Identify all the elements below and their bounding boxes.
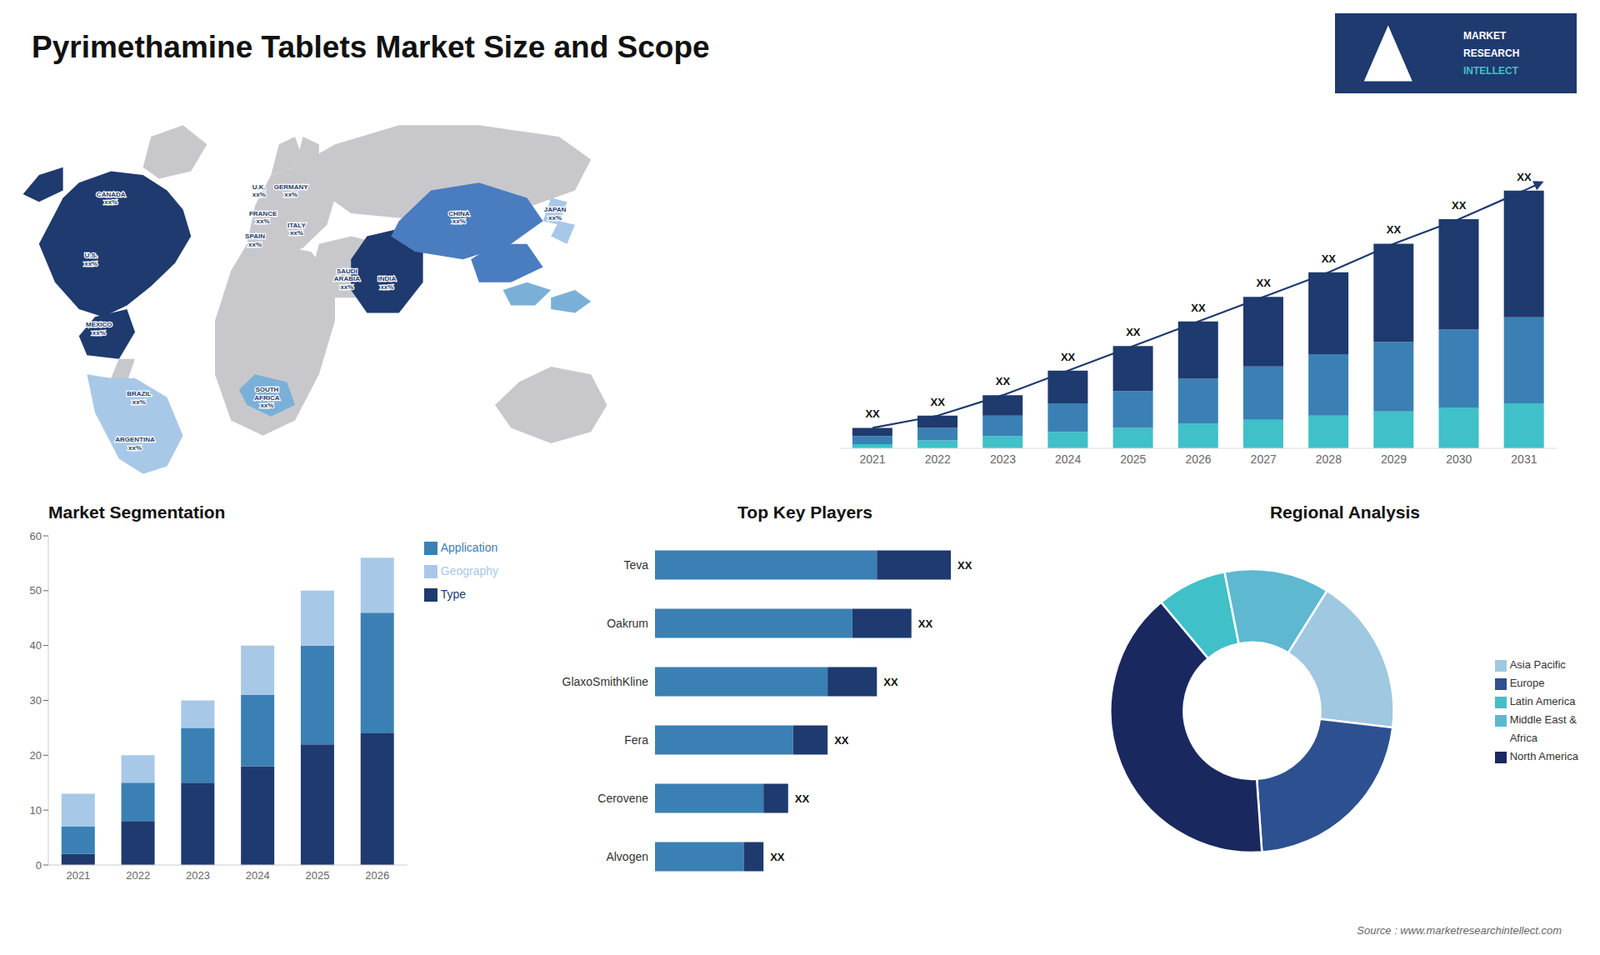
svg-text:XX: XX	[1451, 199, 1467, 212]
svg-text:INTELLECT: INTELLECT	[1463, 65, 1520, 77]
svg-text:GlaxoSmithKline: GlaxoSmithKline	[562, 675, 650, 689]
svg-text:2022: 2022	[125, 869, 150, 882]
svg-text:2028: 2028	[1315, 452, 1342, 466]
html-text:Type: Type	[440, 587, 466, 601]
html-text:Application: Application	[440, 540, 498, 555]
svg-text:2027: 2027	[1250, 452, 1277, 466]
svg-text:XX: XX	[770, 850, 785, 864]
svg-text:U.S.xx%: U.S.xx%	[84, 251, 98, 268]
html-text:North America: North America	[1509, 750, 1579, 763]
html-text:Source : www.marketresearchint: Source : www.marketresearchintellect.com	[1356, 924, 1562, 937]
svg-text:JAPANxx%: JAPANxx%	[544, 205, 567, 222]
svg-text:2025: 2025	[305, 869, 330, 882]
svg-text:0: 0	[35, 859, 42, 872]
svg-text:RESEARCH: RESEARCH	[1463, 47, 1520, 60]
svg-text:Cerovene: Cerovene	[597, 791, 649, 805]
svg-text:2031: 2031	[1510, 452, 1537, 466]
svg-text:U.K.xx%: U.K.xx%	[252, 183, 266, 200]
html-text:Latin America: Latin America	[1509, 695, 1576, 708]
svg-text:2029: 2029	[1380, 452, 1407, 466]
svg-text:2026: 2026	[365, 869, 390, 882]
svg-text:Fera: Fera	[624, 733, 649, 747]
svg-text:XX: XX	[1386, 223, 1402, 236]
svg-text:INDIAxx%: INDIAxx%	[378, 275, 397, 291]
svg-text:SPAINxx%: SPAINxx%	[245, 232, 265, 249]
html-text:Regional Analysis: Regional Analysis	[1269, 502, 1421, 522]
svg-text:20: 20	[30, 749, 42, 762]
svg-text:XX: XX	[995, 375, 1011, 388]
svg-text:XX: XX	[834, 734, 850, 747]
svg-text:2023: 2023	[185, 869, 210, 882]
svg-text:40: 40	[30, 639, 42, 652]
svg-text:60: 60	[30, 530, 42, 543]
svg-text:MEXICOxx%: MEXICOxx%	[85, 320, 113, 337]
svg-text:2021: 2021	[860, 452, 886, 466]
svg-text:ARGENTINAxx%: ARGENTINAxx%	[115, 435, 155, 452]
svg-text:SOUTHAFRICAxx%: SOUTHAFRICAxx%	[254, 385, 280, 410]
svg-text:XX: XX	[957, 559, 973, 572]
svg-text:XX: XX	[930, 395, 946, 409]
svg-text:CANADAxx%: CANADAxx%	[96, 190, 126, 207]
svg-text:SAUDIARABIAxx%: SAUDIARABIAxx%	[334, 267, 360, 291]
svg-text:2024: 2024	[245, 869, 270, 882]
svg-text:XX: XX	[1125, 325, 1141, 339]
svg-text:2023: 2023	[990, 452, 1016, 466]
svg-text:XX: XX	[1256, 276, 1272, 290]
svg-text:2030: 2030	[1445, 452, 1472, 466]
svg-text:CHINAxx%: CHINAxx%	[448, 210, 470, 226]
svg-text:XX: XX	[883, 675, 899, 689]
svg-text:Teva: Teva	[623, 558, 649, 572]
svg-text:2021: 2021	[65, 869, 90, 882]
svg-text:ITALYxx%: ITALYxx%	[287, 221, 306, 238]
svg-text:MARKET: MARKET	[1463, 30, 1507, 42]
html-text:Market Segmentation: Market Segmentation	[48, 502, 226, 522]
svg-text:XX: XX	[865, 407, 880, 420]
html-text:Asia Pacific: Asia Pacific	[1509, 658, 1566, 671]
svg-text:XX: XX	[1321, 252, 1337, 265]
svg-text:FRANCExx%: FRANCExx%	[249, 210, 278, 226]
svg-text:30: 30	[30, 694, 42, 707]
svg-text:2022: 2022	[925, 452, 951, 466]
svg-text:XX: XX	[1516, 170, 1532, 184]
svg-text:2026: 2026	[1185, 452, 1211, 466]
html-text:Pyrimethamine Tablets Market S: Pyrimethamine Tablets Market Size and Sc…	[31, 30, 710, 65]
html-text:Top Key Players: Top Key Players	[737, 502, 873, 522]
svg-text:50: 50	[30, 584, 42, 597]
svg-text:Oakrum: Oakrum	[606, 616, 649, 630]
html-text:Middle East & Africa: Middle East & Africa	[1509, 713, 1577, 745]
svg-text:XX: XX	[1060, 350, 1076, 364]
svg-text:10: 10	[30, 804, 42, 817]
svg-text:2024: 2024	[1055, 452, 1081, 466]
svg-text:2025: 2025	[1120, 452, 1146, 466]
svg-text:GERMANYxx%: GERMANYxx%	[274, 183, 310, 200]
svg-text:XX: XX	[1190, 301, 1206, 315]
svg-text:BRAZILxx%: BRAZILxx%	[126, 390, 151, 406]
svg-text:Alvogen: Alvogen	[605, 850, 649, 864]
html-text:Geography: Geography	[440, 564, 499, 578]
html-text:Europe: Europe	[1509, 676, 1545, 690]
svg-text:XX: XX	[918, 617, 934, 630]
svg-text:XX: XX	[795, 792, 810, 805]
